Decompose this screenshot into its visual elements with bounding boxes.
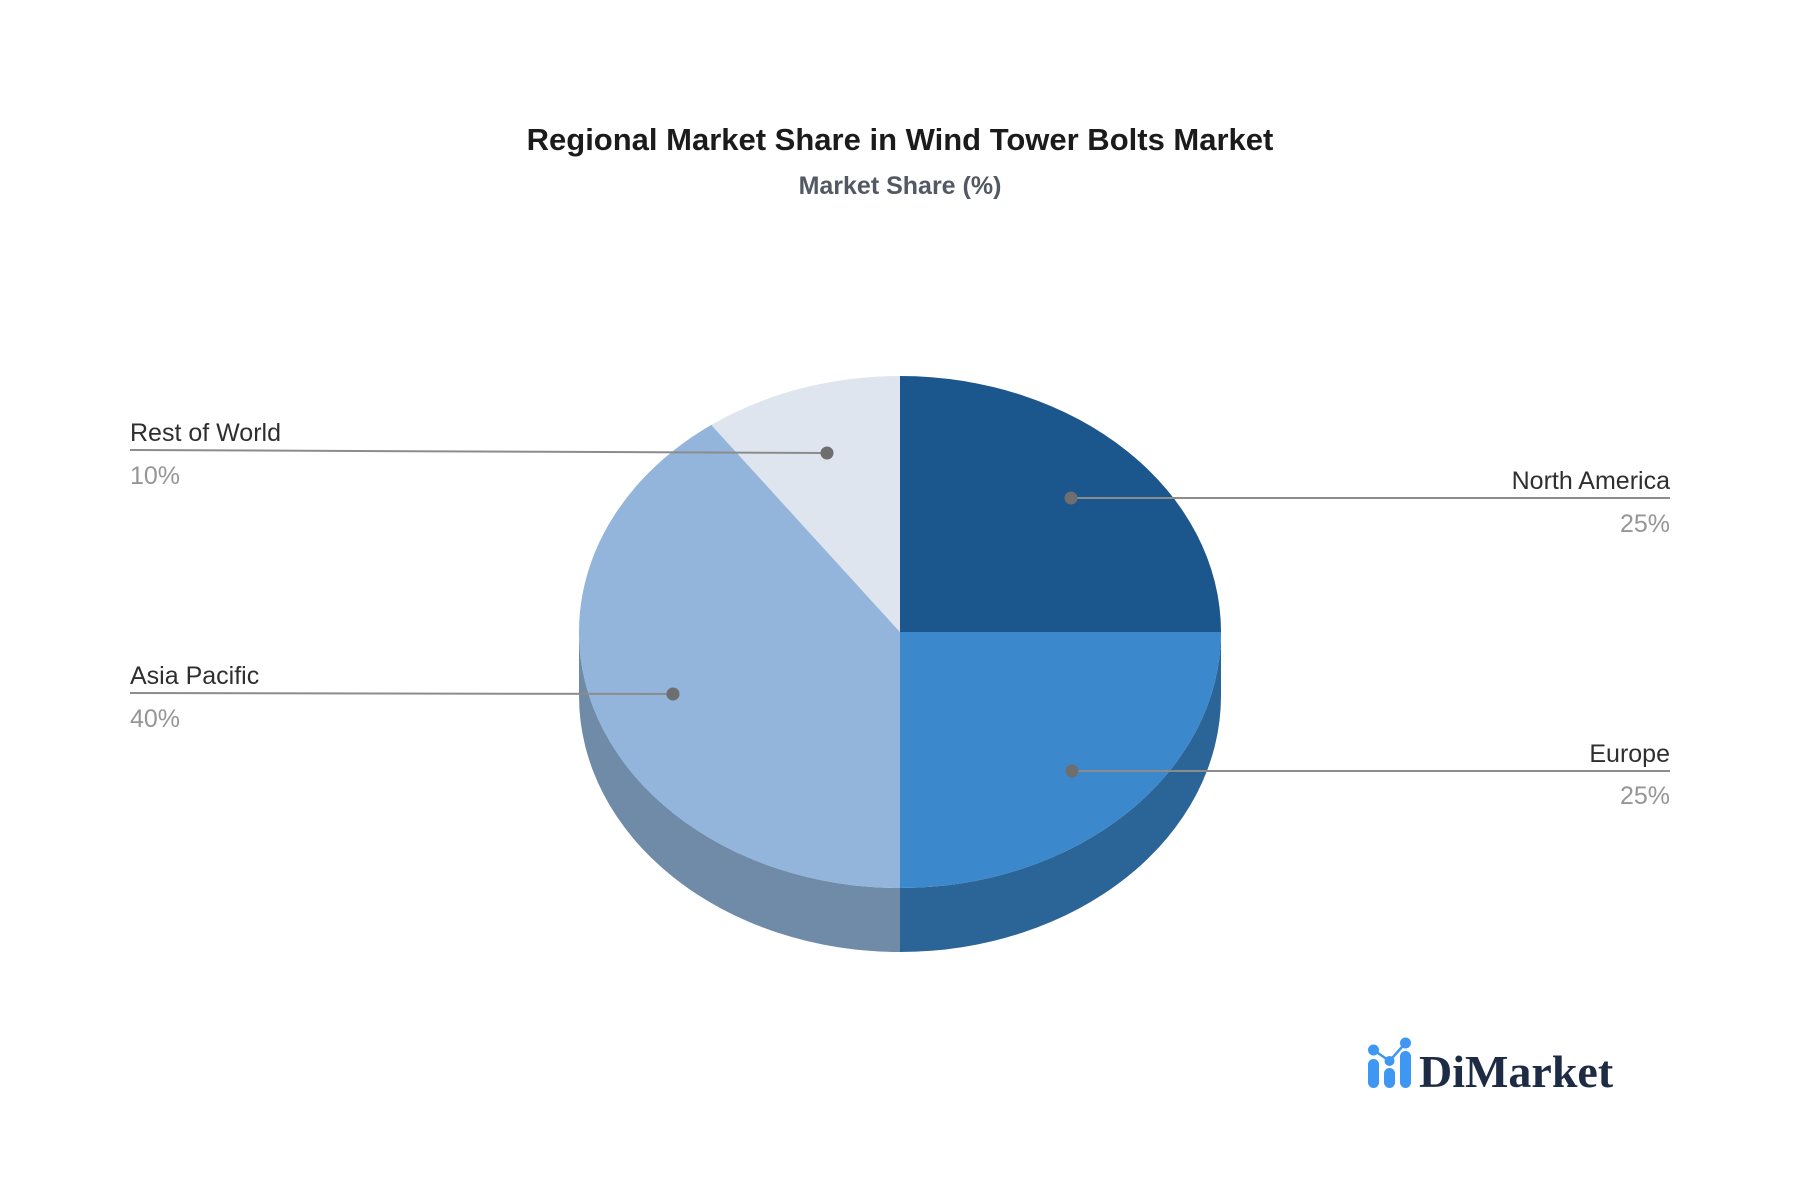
pie-side-asia-pacific: [579, 632, 900, 952]
slice-label-asia-pacific: Asia Pacific: [130, 662, 259, 690]
leader-dot-asia-pacific: [666, 687, 680, 701]
pie-slice-europe: [900, 632, 1221, 888]
pie-slice-asia-pacific: [578, 424, 900, 888]
pie-slice-rest-of-world: [711, 376, 900, 632]
pie-side-europe: [900, 632, 1221, 952]
dimarket-logo-text: DiMarket: [1419, 1046, 1614, 1097]
leader-dot-north-america: [1064, 491, 1078, 505]
chart-subtitle: Market Share (%): [799, 172, 1002, 200]
slice-label-north-america: North America: [1512, 467, 1670, 495]
leader-line-asia-pacific: [129, 692, 674, 695]
leader-line-rest-of-world: [129, 449, 828, 454]
slice-value-asia-pacific: 40%: [130, 705, 180, 733]
slice-value-rest-of-world: 10%: [130, 462, 180, 490]
slice-value-europe: 25%: [1620, 782, 1670, 810]
chart-title: Regional Market Share in Wind Tower Bolt…: [527, 122, 1274, 157]
slice-label-rest-of-world: Rest of World: [130, 419, 281, 447]
leader-dot-rest-of-world: [820, 446, 834, 460]
slice-label-europe: Europe: [1589, 740, 1670, 768]
dimarket-logo: DiMarket: [1368, 1037, 1614, 1097]
slice-value-north-america: 25%: [1620, 510, 1670, 538]
bar-line-chart-icon: [1368, 1037, 1411, 1088]
pie-slice-north-america: [900, 376, 1221, 632]
leader-dot-europe: [1065, 764, 1079, 778]
